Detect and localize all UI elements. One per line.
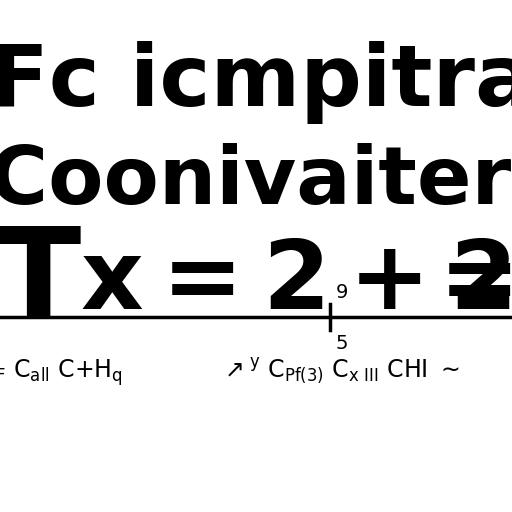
Text: Coonivaiter: Coonivaiter (0, 143, 511, 221)
Text: $\mathrm{_{F}\ C_{all}\ C{+}H_{q}}$: $\mathrm{_{F}\ C_{all}\ C{+}H_{q}}$ (0, 357, 123, 388)
Text: $\mathrm{\nearrow^{y}\ C_{Pf(3)}\ C_{x\ III}\ CHI\ {\sim}}$: $\mathrm{\nearrow^{y}\ C_{Pf(3)}\ C_{x\ … (220, 357, 459, 387)
Text: T: T (0, 222, 80, 343)
Text: $\mathbf{==}$: $\mathbf{==}$ (420, 236, 512, 329)
Text: $9$: $9$ (335, 283, 348, 302)
Text: Fc icmpitrad Covtc: Fc icmpitrad Covtc (0, 40, 512, 123)
Text: $5$: $5$ (335, 334, 348, 353)
Text: $\mathbf{x = 2+2C}$: $\mathbf{x = 2+2C}$ (80, 236, 512, 329)
